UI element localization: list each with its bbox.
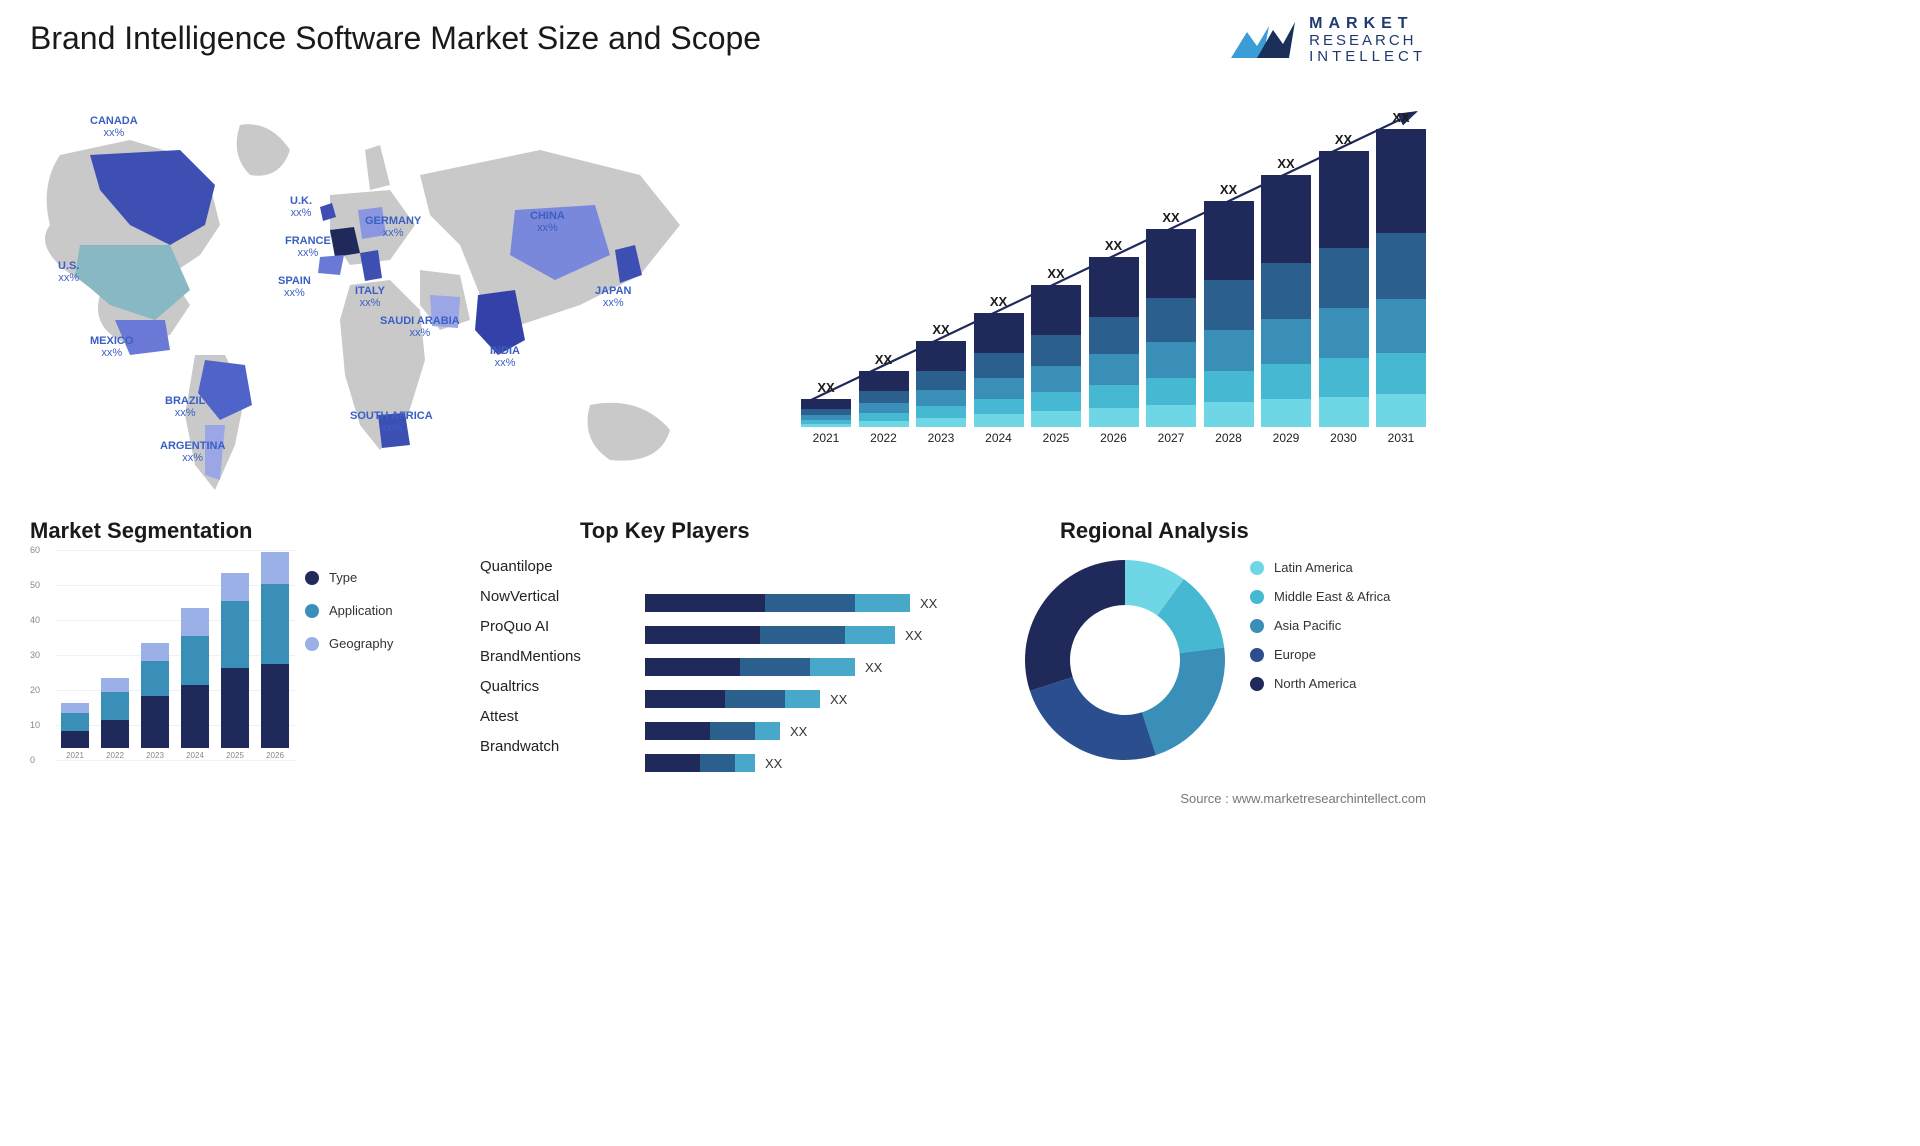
key-player-bar: XX (645, 754, 980, 772)
growth-bar-2023: XX2023 (916, 322, 966, 445)
map-label-argentina: ARGENTINAxx% (160, 440, 225, 464)
key-player-label: Quantilope (480, 558, 640, 575)
growth-bar-2027: XX2027 (1146, 210, 1196, 445)
key-player-bar (645, 562, 980, 580)
logo-mark-icon (1229, 18, 1299, 63)
key-players-chart: Quantilope NowVertical ProQuo AI BrandMenti… (480, 550, 980, 775)
segmentation-legend: Type Application Geography (305, 570, 435, 669)
donut-seg-north-america (1025, 560, 1125, 691)
seg-bar-2022: 2022 (101, 678, 129, 760)
seg-bar-2025: 2025 (221, 573, 249, 760)
growth-bar-2029: XX2029 (1261, 156, 1311, 445)
growth-bar-2025: XX2025 (1031, 266, 1081, 445)
growth-bar-2028: XX2028 (1204, 182, 1254, 445)
map-label-u-s-: U.S.xx% (58, 260, 79, 284)
key-player-bar: XX (645, 690, 980, 708)
growth-chart: XX2021XX2022XX2023XX2024XX2025XX2026XX20… (801, 100, 1426, 470)
reg-legend-item: Latin America (1250, 560, 1420, 575)
reg-legend-item: Europe (1250, 647, 1420, 662)
reg-legend-item: North America (1250, 676, 1420, 691)
segmentation-title: Market Segmentation (30, 518, 253, 544)
reg-legend-item: Middle East & Africa (1250, 589, 1420, 604)
seg-legend-application: Application (305, 603, 435, 618)
map-label-mexico: MEXICOxx% (90, 335, 133, 359)
segmentation-chart: 0102030405060 202120222023202420252026 T… (30, 550, 435, 780)
regional-title: Regional Analysis (1060, 518, 1249, 544)
map-label-france: FRANCExx% (285, 235, 331, 259)
growth-bar-2022: XX2022 (859, 352, 909, 445)
key-player-label: Brandwatch (480, 738, 640, 755)
donut-seg-asia-pacific (1142, 647, 1225, 755)
seg-legend-geography: Geography (305, 636, 435, 651)
world-map: CANADAxx% U.S.xx% MEXICOxx% BRAZILxx% ARGENT… (20, 95, 740, 500)
key-player-label: Attest (480, 708, 640, 725)
map-label-spain: SPAINxx% (278, 275, 311, 299)
growth-bar-2021: XX2021 (801, 380, 851, 445)
map-label-india: INDIAxx% (490, 345, 520, 369)
key-player-label: NowVertical (480, 588, 640, 605)
regional-legend: Latin America Middle East & Africa Asia Pa… (1250, 560, 1420, 705)
key-player-label: BrandMentions (480, 648, 640, 665)
regional-chart: Latin America Middle East & Africa Asia Pa… (1000, 550, 1430, 780)
key-player-label: Qualtrics (480, 678, 640, 695)
map-label-brazil: BRAZILxx% (165, 395, 205, 419)
map-label-u-k-: U.K.xx% (290, 195, 312, 219)
map-label-japan: JAPANxx% (595, 285, 631, 309)
key-player-bar: XX (645, 626, 980, 644)
growth-bar-2031: XX2031 (1376, 110, 1426, 445)
seg-bar-2023: 2023 (141, 643, 169, 760)
map-label-china: CHINAxx% (530, 210, 565, 234)
growth-bar-2024: XX2024 (974, 294, 1024, 445)
logo-line1: MARKET (1309, 15, 1426, 33)
key-player-bar: XX (645, 658, 980, 676)
key-players-title: Top Key Players (580, 518, 750, 544)
seg-bar-2024: 2024 (181, 608, 209, 760)
source-text: Source : www.marketresearchintellect.com (1180, 791, 1426, 806)
logo-line2: RESEARCH (1309, 33, 1426, 50)
logo-line3: INTELLECT (1309, 49, 1426, 66)
seg-bar-2026: 2026 (261, 552, 289, 760)
map-label-south-africa: SOUTH AFRICAxx% (350, 410, 433, 434)
donut-seg-europe (1030, 677, 1156, 760)
map-label-canada: CANADAxx% (90, 115, 138, 139)
growth-bar-2030: XX2030 (1319, 132, 1369, 445)
logo: MARKET RESEARCH INTELLECT (1229, 15, 1426, 66)
key-player-label: ProQuo AI (480, 618, 640, 635)
map-label-saudi-arabia: SAUDI ARABIAxx% (380, 315, 460, 339)
growth-bar-2026: XX2026 (1089, 238, 1139, 445)
seg-legend-type: Type (305, 570, 435, 585)
map-label-italy: ITALYxx% (355, 285, 385, 309)
map-label-germany: GERMANYxx% (365, 215, 421, 239)
seg-bar-2021: 2021 (61, 703, 89, 761)
regional-donut (1020, 555, 1230, 765)
key-player-bar: XX (645, 722, 980, 740)
reg-legend-item: Asia Pacific (1250, 618, 1420, 633)
page-title: Brand Intelligence Software Market Size … (30, 20, 761, 57)
key-player-bar: XX (645, 594, 980, 612)
